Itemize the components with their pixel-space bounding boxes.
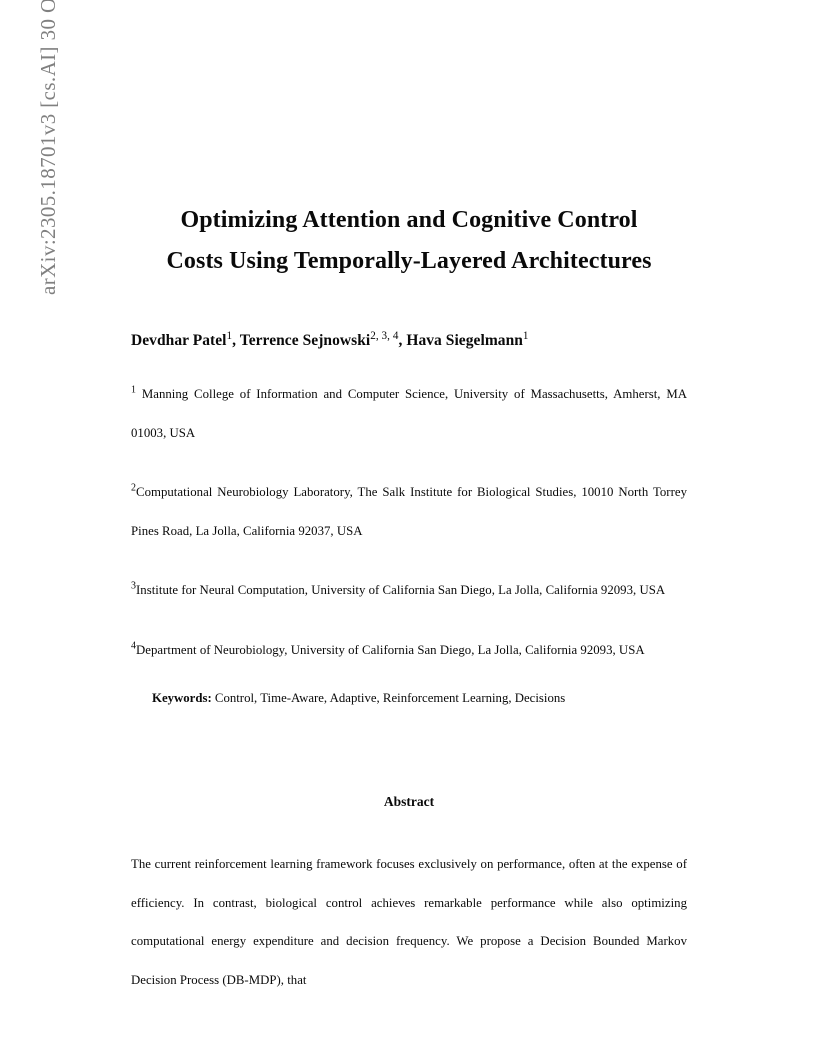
affiliation-item: 3Institute for Neural Computation, Unive…	[131, 571, 687, 610]
page-title: Optimizing Attention and Cognitive Contr…	[131, 200, 687, 282]
author-separator-2: ,	[398, 332, 407, 349]
affiliation-text: Manning College of Information and Compu…	[131, 387, 687, 440]
author-name-2: Terrence Sejnowski	[239, 332, 371, 349]
affiliation-marker: 2	[131, 482, 137, 494]
arxiv-stamp: arXiv:2305.18701v3 [cs.AI] 30 Oct 2024	[36, 0, 60, 295]
arxiv-stamp-text: arXiv:2305.18701v3 [cs.AI] 30 Oct 2024	[36, 0, 60, 295]
affiliation-marker: 3	[131, 580, 137, 592]
author-separator-1: ,	[232, 332, 240, 349]
title-line-1: Optimizing Attention and Cognitive Contr…	[180, 207, 638, 233]
author-name-1: Devdhar Patel	[131, 332, 227, 349]
keywords-label: Keywords:	[152, 691, 212, 705]
keywords-line: Keywords: Control, Time-Aware, Adaptive,…	[152, 688, 687, 708]
author-name-3: Hava Siegelmann	[406, 332, 523, 349]
affiliation-text: Computational Neurobiology Laboratory, T…	[131, 485, 687, 538]
affiliation-item: 4Department of Neurobiology, University …	[131, 631, 687, 670]
affiliation-item: 2Computational Neurobiology Laboratory, …	[131, 473, 687, 550]
keywords-values: Control, Time-Aware, Adaptive, Reinforce…	[211, 691, 566, 705]
affiliation-marker: 1	[131, 384, 137, 396]
affiliation-item: 1 Manning College of Information and Com…	[131, 375, 687, 452]
title-line-2: Costs Using Temporally-Layered Architect…	[166, 248, 652, 274]
abstract-heading: Abstract	[383, 794, 435, 809]
affiliation-marker: 4	[131, 640, 137, 652]
author-affiliation-marker-1: 1	[226, 329, 233, 342]
author-affiliation-marker-2: 2, 3, 4	[370, 329, 399, 342]
affiliation-text: Institute for Neural Computation, Univer…	[136, 583, 666, 597]
author-affiliation-marker-3: 1	[522, 329, 529, 342]
author-list: Devdhar Patel1, Terrence Sejnowski2, 3, …	[131, 329, 687, 351]
paper-content-column: Optimizing Attention and Cognitive Contr…	[131, 0, 687, 1012]
abstract-body: The current reinforcement learning frame…	[131, 857, 687, 987]
affiliation-text: Department of Neurobiology, University o…	[136, 642, 645, 657]
